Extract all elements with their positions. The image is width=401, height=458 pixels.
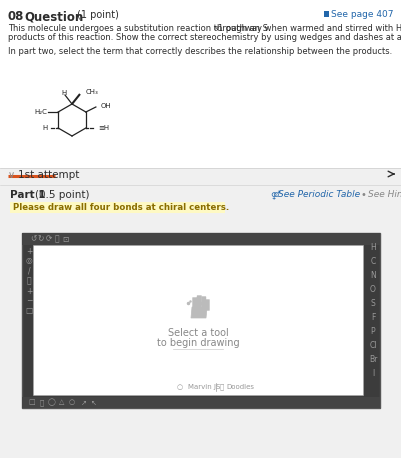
Text: △: △ xyxy=(59,399,65,405)
FancyBboxPatch shape xyxy=(201,296,205,310)
Bar xyxy=(10,202,225,213)
Text: ∨: ∨ xyxy=(8,170,15,180)
FancyBboxPatch shape xyxy=(196,295,201,310)
Text: ⛏: ⛏ xyxy=(219,384,224,390)
Text: Select a tool: Select a tool xyxy=(167,328,228,338)
Text: −: − xyxy=(26,296,32,305)
Text: ◎: ◎ xyxy=(26,256,32,266)
Text: H: H xyxy=(369,244,375,252)
Text: Doodles: Doodles xyxy=(225,384,253,390)
Text: O: O xyxy=(369,285,375,294)
Text: Question: Question xyxy=(24,10,83,23)
Polygon shape xyxy=(190,307,207,318)
Text: OH: OH xyxy=(101,103,111,109)
Text: ○: ○ xyxy=(69,399,75,405)
Text: ↖: ↖ xyxy=(91,399,97,405)
Text: ⟳: ⟳ xyxy=(46,234,52,244)
Text: 1 pathway when warmed and stirred with HBr. Draw the two substitution: 1 pathway when warmed and stirred with H… xyxy=(217,24,401,33)
Text: ◯: ◯ xyxy=(48,399,56,406)
Text: □: □ xyxy=(28,399,35,405)
Text: H₂C: H₂C xyxy=(34,109,47,115)
Text: +: + xyxy=(26,287,32,295)
Text: H: H xyxy=(61,90,67,96)
Text: Cl: Cl xyxy=(369,342,376,350)
Bar xyxy=(0,168,401,458)
Text: products of this reaction. Show the correct stereochemistry by using wedges and : products of this reaction. Show the corr… xyxy=(8,33,401,42)
Text: +: + xyxy=(26,246,32,256)
Text: ⊡: ⊡ xyxy=(62,234,68,244)
Text: N: N xyxy=(369,272,375,280)
Text: ⬥: ⬥ xyxy=(40,399,44,406)
Text: 1st attempt: 1st attempt xyxy=(18,170,79,180)
Text: In part two, select the term that correctly describes the relationship between t: In part two, select the term that correc… xyxy=(8,47,391,56)
Text: H: H xyxy=(42,125,47,131)
Text: See page 407: See page 407 xyxy=(330,10,393,19)
Text: Part 1: Part 1 xyxy=(10,190,45,200)
Text: ≡H: ≡H xyxy=(97,125,109,131)
Text: See Periodic Table: See Periodic Table xyxy=(277,190,359,199)
Bar xyxy=(33,245,362,395)
Bar xyxy=(22,233,379,408)
Text: ↗: ↗ xyxy=(81,399,87,405)
Text: □: □ xyxy=(25,306,32,316)
Text: N: N xyxy=(213,26,217,31)
Text: I: I xyxy=(371,370,373,378)
Text: /: / xyxy=(28,267,30,276)
Text: (1 point): (1 point) xyxy=(77,10,119,20)
FancyBboxPatch shape xyxy=(205,300,209,311)
Text: CH₃: CH₃ xyxy=(86,89,99,95)
Text: Please draw all four bonds at chiral centers.: Please draw all four bonds at chiral cen… xyxy=(13,203,229,212)
Text: •: • xyxy=(360,190,366,200)
Text: Marvin JS: Marvin JS xyxy=(188,384,220,390)
Bar xyxy=(22,397,379,408)
Text: This molecule undergoes a substitution reaction through an S: This molecule undergoes a substitution r… xyxy=(8,24,267,33)
Text: S: S xyxy=(370,300,375,309)
Text: 🔍: 🔍 xyxy=(55,234,59,244)
Text: ↻: ↻ xyxy=(38,234,44,244)
Text: P: P xyxy=(370,327,375,337)
Text: See Hint: See Hint xyxy=(367,190,401,199)
Text: ↺: ↺ xyxy=(30,234,36,244)
Text: to begin drawing: to begin drawing xyxy=(156,338,239,348)
Text: F: F xyxy=(370,313,374,322)
Text: (0.5 point): (0.5 point) xyxy=(35,190,89,200)
Bar xyxy=(323,11,328,17)
Bar xyxy=(22,233,379,245)
Text: ⤲: ⤲ xyxy=(26,277,31,285)
Text: Br: Br xyxy=(368,355,376,365)
Text: C: C xyxy=(369,257,375,267)
Text: ⚤: ⚤ xyxy=(269,190,279,199)
Text: ○: ○ xyxy=(176,384,182,390)
Text: 08: 08 xyxy=(8,10,24,23)
FancyBboxPatch shape xyxy=(192,298,196,311)
